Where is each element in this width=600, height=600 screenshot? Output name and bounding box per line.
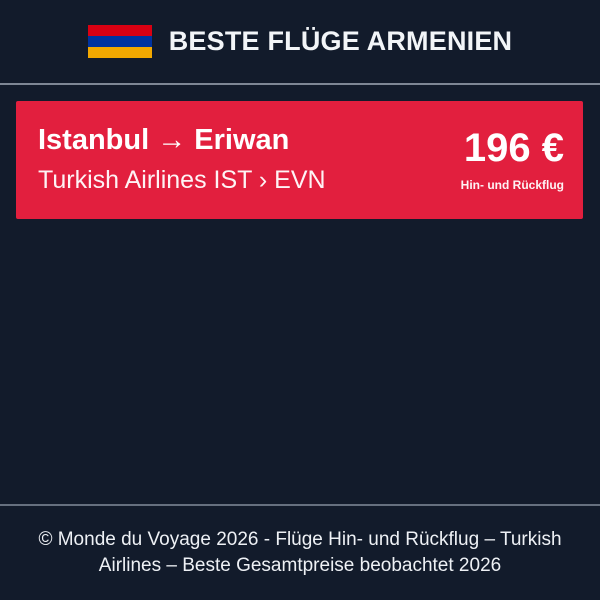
- page-title: BESTE FLÜGE ARMENIEN: [168, 26, 513, 56]
- armenia-flag-icon: [87, 25, 152, 58]
- price-block: 196 € Hin- und Rückflug: [461, 128, 564, 192]
- header: BESTE FLÜGE ARMENIEN: [0, 0, 600, 83]
- price: 196 €: [463, 126, 564, 170]
- header-divider: [0, 83, 600, 85]
- flag-stripe-orange: [87, 47, 152, 58]
- flag-stripe-red: [87, 25, 152, 36]
- price-note: Hin- und Rückflug: [460, 178, 564, 192]
- route-title: Istanbul → Eriwan: [38, 124, 290, 157]
- route-block: Istanbul → Eriwan Turkish Airlines IST ›…: [38, 124, 326, 195]
- flag-stripe-blue: [87, 36, 152, 47]
- airline-route: Turkish Airlines IST › EVN: [38, 165, 326, 194]
- footer-text: © Monde du Voyage 2026 - Flüge Hin- und …: [38, 529, 562, 576]
- footer: © Monde du Voyage 2026 - Flüge Hin- und …: [0, 504, 600, 600]
- flight-deal-card[interactable]: Istanbul → Eriwan Turkish Airlines IST ›…: [16, 101, 583, 219]
